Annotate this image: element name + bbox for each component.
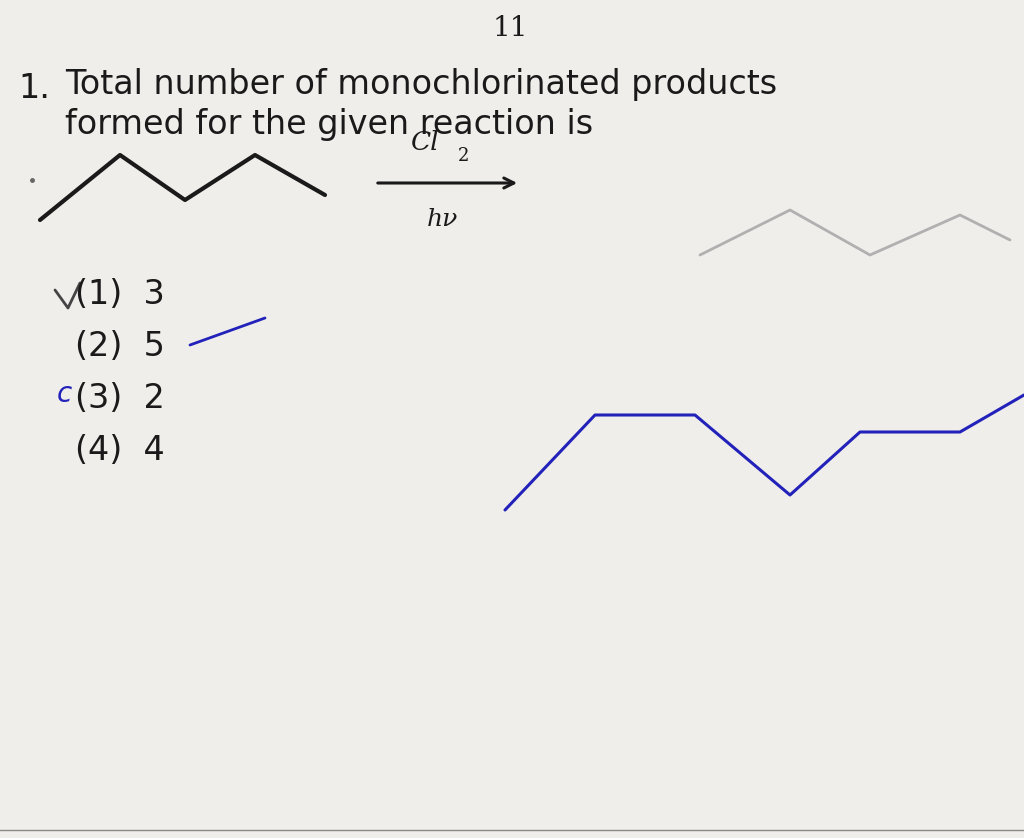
Text: 2: 2 bbox=[458, 147, 469, 165]
Text: (2)  5: (2) 5 bbox=[75, 330, 165, 363]
Text: Total number of monochlorinated products: Total number of monochlorinated products bbox=[65, 68, 777, 101]
Text: 1.: 1. bbox=[18, 72, 50, 105]
Text: hν: hν bbox=[427, 208, 458, 231]
Text: (4)  4: (4) 4 bbox=[75, 434, 165, 467]
Text: c: c bbox=[57, 380, 73, 408]
Text: 11: 11 bbox=[493, 15, 527, 42]
Text: formed for the given reaction is: formed for the given reaction is bbox=[65, 108, 593, 141]
Text: (1)  3: (1) 3 bbox=[75, 278, 165, 311]
Text: (3)  2: (3) 2 bbox=[75, 382, 165, 415]
Text: Cl: Cl bbox=[411, 130, 439, 155]
